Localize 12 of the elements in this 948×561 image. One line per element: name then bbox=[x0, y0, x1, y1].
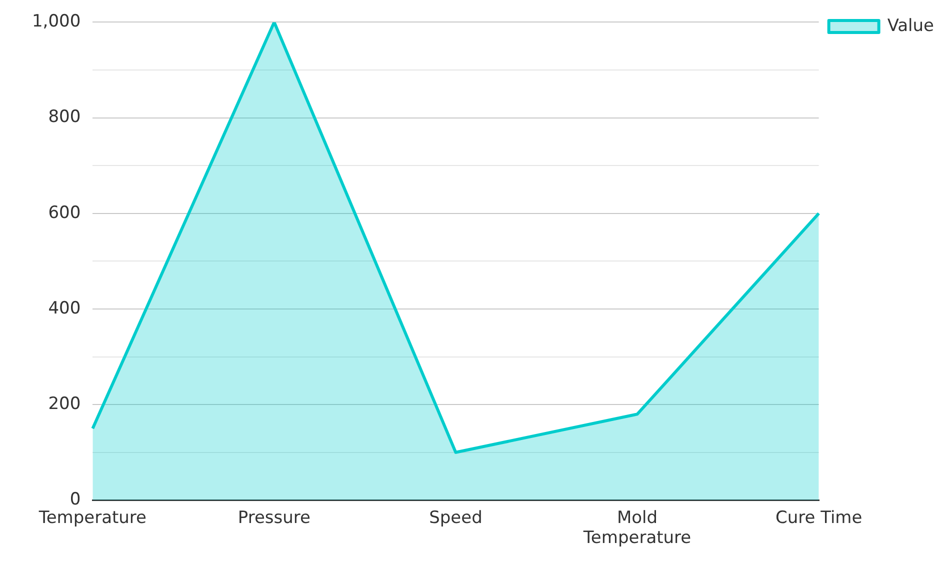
x-tick-label: Pressure bbox=[238, 508, 310, 528]
x-tick-label: Mold Temperature bbox=[582, 508, 692, 548]
x-tick-label: Cure Time bbox=[775, 508, 862, 528]
y-tick-label: 200 bbox=[48, 394, 81, 414]
legend-label: Value bbox=[887, 16, 934, 36]
y-tick-label: 800 bbox=[48, 107, 81, 128]
y-tick-label: 0 bbox=[70, 490, 81, 510]
y-tick-label: 1,000 bbox=[32, 12, 81, 32]
x-tick-label: Temperature bbox=[38, 508, 147, 528]
y-tick-label: 600 bbox=[48, 202, 81, 223]
y-tick-label: 400 bbox=[48, 298, 81, 318]
x-tick-label: Speed bbox=[429, 508, 482, 528]
